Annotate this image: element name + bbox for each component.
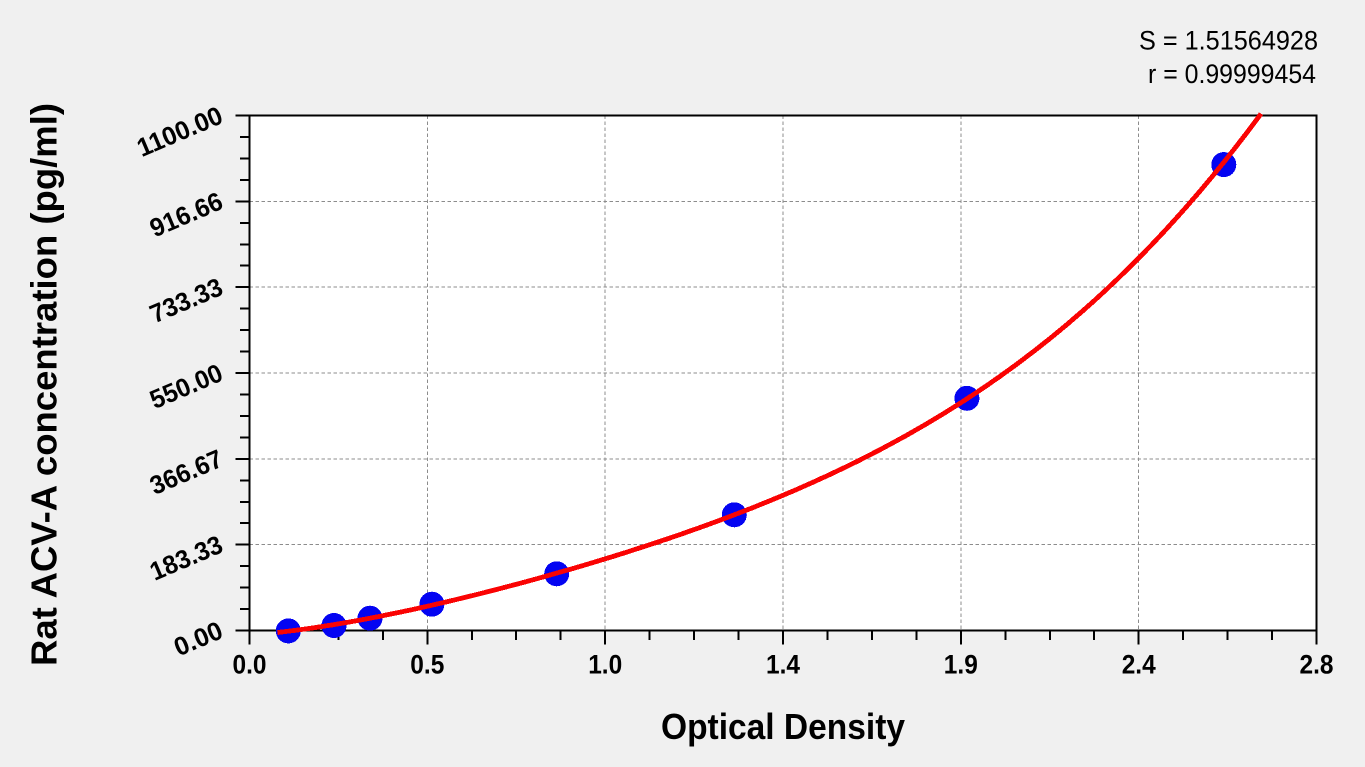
svg-text:Rat ACV-A concentration (pg/ml: Rat ACV-A concentration (pg/ml) (24, 103, 65, 666)
svg-text:2.8: 2.8 (1300, 649, 1334, 679)
svg-text:2.4: 2.4 (1122, 649, 1156, 679)
svg-text:r = 0.99999454: r = 0.99999454 (1148, 59, 1316, 89)
svg-text:0.0: 0.0 (233, 649, 267, 679)
svg-text:Optical Density: Optical Density (661, 706, 906, 747)
svg-text:0.5: 0.5 (410, 649, 444, 679)
svg-text:1.0: 1.0 (588, 649, 622, 679)
svg-text:S = 1.51564928: S = 1.51564928 (1139, 26, 1318, 56)
svg-text:1.9: 1.9 (944, 649, 978, 679)
svg-text:1.4: 1.4 (766, 649, 800, 679)
